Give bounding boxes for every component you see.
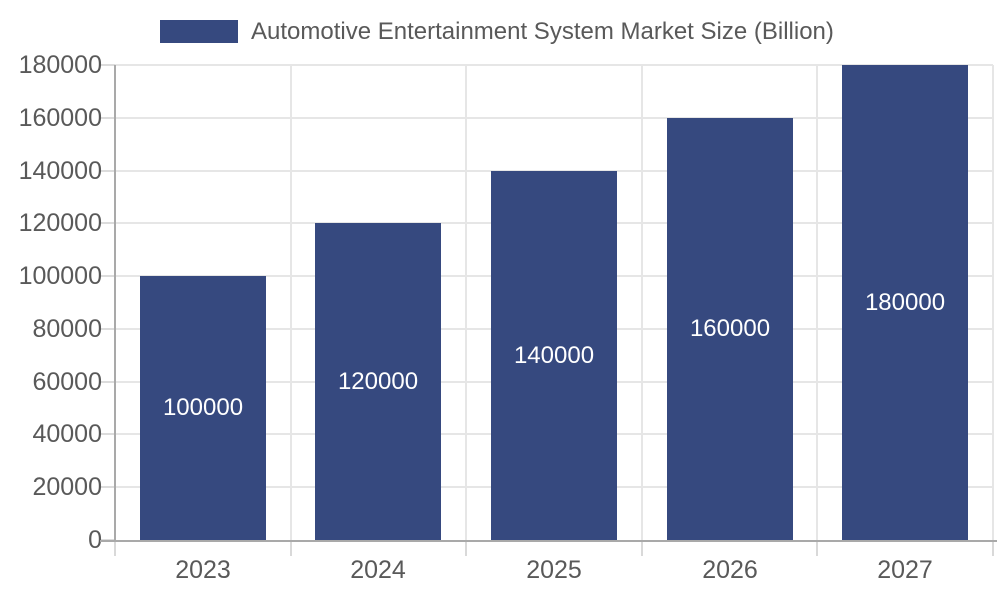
y-tick-label: 100000 xyxy=(18,262,102,290)
bar-value-label: 180000 xyxy=(864,288,946,316)
y-axis-tick xyxy=(100,170,115,172)
legend-swatch-icon xyxy=(160,20,238,43)
y-axis-line xyxy=(114,65,116,542)
bar-2024: 120000 xyxy=(315,223,441,540)
x-tick-label: 2027 xyxy=(877,556,933,584)
x-tick-label: 2026 xyxy=(702,556,758,584)
x-axis-tick xyxy=(290,540,292,556)
y-axis-tick xyxy=(100,64,115,66)
x-tick-label: 2024 xyxy=(350,556,406,584)
bar-value-label: 100000 xyxy=(162,394,244,421)
y-tick-label: 140000 xyxy=(18,157,102,185)
y-gridline xyxy=(115,64,993,66)
y-tick-label: 80000 xyxy=(32,315,102,343)
y-tick-label: 20000 xyxy=(32,473,102,501)
y-axis-tick xyxy=(100,328,115,330)
bar-2027: 180000 xyxy=(842,65,968,540)
x-axis-tick xyxy=(465,540,467,556)
legend[interactable]: Automotive Entertainment System Market S… xyxy=(160,18,834,45)
x-tick-label: 2025 xyxy=(526,556,582,584)
bar-2025: 140000 xyxy=(491,171,617,540)
y-tick-label: 160000 xyxy=(18,104,102,132)
y-axis-tick xyxy=(100,275,115,277)
y-axis-tick xyxy=(100,222,115,224)
bar-value-label: 140000 xyxy=(513,341,595,369)
bar-value-label: 160000 xyxy=(689,315,771,342)
y-axis-tick xyxy=(100,486,115,488)
y-tick-label: 40000 xyxy=(32,420,102,448)
y-axis-tick xyxy=(100,381,115,383)
x-axis-tick xyxy=(641,540,643,556)
x-axis-tick xyxy=(114,540,116,556)
x-axis-tick xyxy=(816,540,818,556)
x-tick-label: 2023 xyxy=(175,556,231,584)
legend-label: Automotive Entertainment System Market S… xyxy=(251,17,834,45)
bar-value-label: 120000 xyxy=(337,367,419,395)
x-axis-tick xyxy=(992,540,994,556)
y-tick-label: 0 xyxy=(88,526,102,554)
y-gridline xyxy=(115,117,993,119)
x-gridline xyxy=(465,65,467,540)
x-axis-line xyxy=(100,540,997,542)
x-gridline xyxy=(992,65,994,540)
y-axis-tick xyxy=(100,117,115,119)
bar-2026: 160000 xyxy=(667,118,793,540)
x-gridline xyxy=(816,65,818,540)
bar-2023: 100000 xyxy=(140,276,266,540)
y-tick-label: 180000 xyxy=(18,51,102,79)
y-tick-label: 60000 xyxy=(32,368,102,396)
x-gridline xyxy=(641,65,643,540)
y-axis-tick xyxy=(100,433,115,435)
x-gridline xyxy=(290,65,292,540)
y-tick-label: 120000 xyxy=(18,209,102,237)
